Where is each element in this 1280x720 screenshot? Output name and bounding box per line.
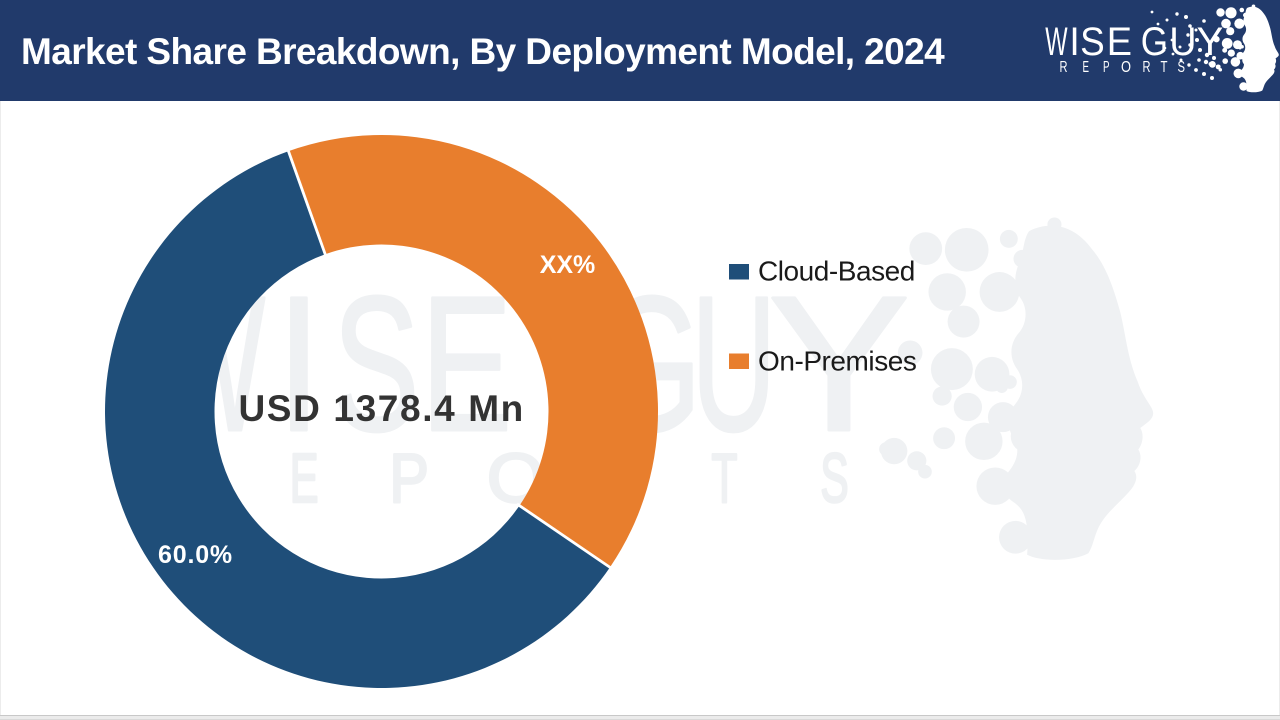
svg-text:R: R [1060, 59, 1068, 76]
svg-text:O: O [1121, 59, 1131, 76]
svg-text:XX%: XX% [540, 251, 596, 279]
svg-text:T: T [711, 439, 737, 517]
svg-text:P: P [389, 439, 429, 517]
svg-text:W: W [1045, 20, 1067, 64]
svg-text:P: P [1103, 59, 1110, 76]
svg-text:S: S [1080, 20, 1105, 64]
svg-text:60.0%: 60.0% [158, 541, 233, 569]
svg-text:USD 1378.4 Mn: USD 1378.4 Mn [238, 388, 524, 429]
svg-text:I: I [1069, 20, 1079, 64]
svg-text:Y: Y [1197, 20, 1224, 64]
svg-text:S: S [333, 256, 419, 471]
svg-text:T: T [1161, 59, 1168, 76]
svg-text:E: E [1107, 20, 1132, 64]
svg-text:E: E [1083, 59, 1090, 76]
svg-text:Cloud-Based: Cloud-Based [758, 256, 915, 287]
svg-text:U: U [691, 256, 776, 471]
svg-text:Y: Y [768, 256, 910, 471]
svg-text:On-Premises: On-Premises [758, 345, 916, 376]
svg-text:E: E [290, 439, 319, 517]
svg-text:U: U [1169, 20, 1196, 64]
svg-text:S: S [1178, 59, 1186, 76]
svg-text:G: G [1141, 20, 1168, 64]
svg-text:I: I [276, 256, 321, 471]
svg-text:R: R [1143, 59, 1151, 76]
svg-text:S: S [820, 439, 849, 517]
